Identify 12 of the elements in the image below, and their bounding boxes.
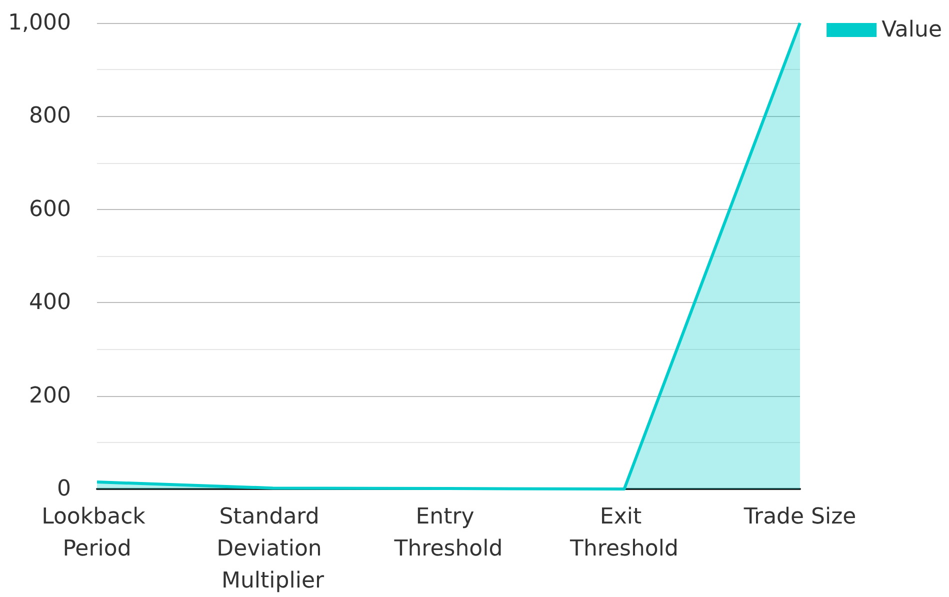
x-tick-label: Lookback Period (42, 504, 152, 562)
y-tick-label: 1,000 (8, 10, 71, 36)
y-tick-label: 600 (29, 196, 71, 222)
legend-label: Value (882, 18, 942, 42)
y-tick-label: 800 (29, 104, 71, 129)
x-tick-label: Exit Threshold (569, 504, 678, 562)
y-tick-label: 200 (29, 383, 71, 408)
y-tick-label: 400 (29, 290, 71, 316)
x-tick-label: Trade Size (742, 504, 856, 530)
x-tick-label: Standard Deviation Multiplier (216, 504, 329, 594)
x-tick-label: Entry Threshold (393, 504, 503, 562)
y-tick-label: 0 (57, 476, 71, 502)
